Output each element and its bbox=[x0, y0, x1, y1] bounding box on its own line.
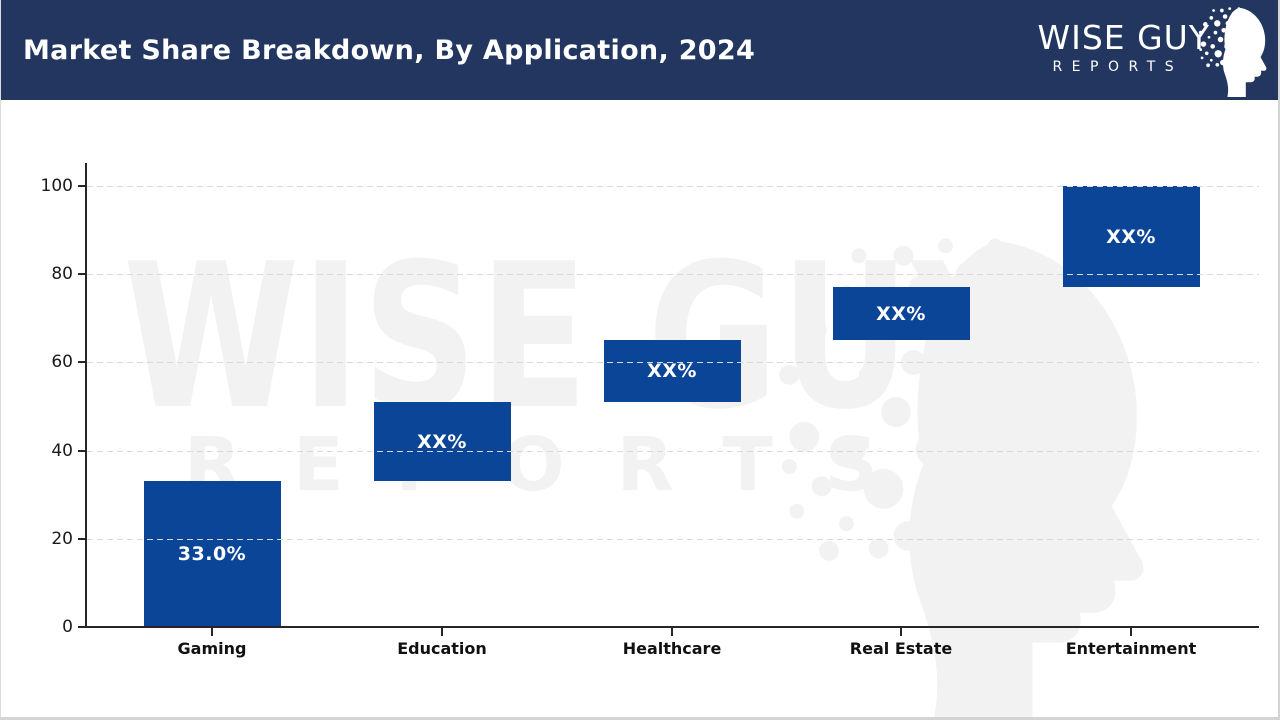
gridline-80 bbox=[87, 274, 1259, 276]
x-axis-label-healthcare: Healthcare bbox=[622, 639, 722, 658]
wise-guy-logo: WISE GUY REPORTS bbox=[1037, 18, 1210, 75]
y-tick-mark-20 bbox=[78, 537, 86, 540]
x-tick-mark-real-estate bbox=[900, 628, 902, 636]
x-axis-label-education: Education bbox=[397, 639, 487, 658]
x-axis-label-entertainment: Entertainment bbox=[1065, 639, 1197, 658]
gridline-100 bbox=[87, 186, 1259, 187]
header-bar: Market Share Breakdown, By Application, … bbox=[1, 0, 1278, 100]
y-tick-label-0: 0 bbox=[62, 617, 73, 637]
logo-wordmark: WISE GUY bbox=[1037, 18, 1210, 57]
y-tick-mark-100 bbox=[78, 185, 86, 187]
gridline-40 bbox=[87, 450, 1259, 452]
x-tick-mark-healthcare bbox=[671, 628, 673, 636]
bar-gaming: 33.0% bbox=[143, 481, 281, 627]
x-axis-label-gaming: Gaming bbox=[177, 639, 247, 658]
y-tick-mark-80 bbox=[78, 273, 86, 276]
y-tick-label-40: 40 bbox=[51, 440, 73, 461]
x-tick-mark-education bbox=[441, 628, 443, 636]
y-axis-line bbox=[85, 163, 87, 628]
bar-real-estate: XX% bbox=[832, 287, 970, 341]
x-tick-mark-gaming bbox=[211, 628, 213, 636]
bar-value-label-education: XX% bbox=[417, 430, 467, 453]
x-axis-line bbox=[85, 626, 1259, 628]
y-tick-label-60: 60 bbox=[51, 352, 73, 373]
bar-healthcare: XX% bbox=[603, 340, 741, 403]
page-title: Market Share Breakdown, By Application, … bbox=[23, 34, 756, 66]
bar-value-label-gaming: 33.0% bbox=[177, 543, 247, 566]
y-tick-label-80: 80 bbox=[51, 264, 73, 285]
y-tick-mark-40 bbox=[78, 449, 86, 452]
x-axis-label-real-estate: Real Estate bbox=[849, 639, 953, 658]
gridline-60 bbox=[87, 362, 1259, 364]
bar-value-label-real-estate: XX% bbox=[876, 302, 926, 325]
y-tick-mark-0 bbox=[78, 626, 86, 628]
watermark-subtext: REPORTS bbox=[184, 422, 931, 508]
y-tick-label-100: 100 bbox=[40, 176, 73, 196]
x-tick-mark-entertainment bbox=[1130, 628, 1132, 636]
logo-subtext: REPORTS bbox=[1052, 58, 1184, 75]
logo-face-icon bbox=[1198, 7, 1267, 97]
bar-value-label-healthcare: XX% bbox=[647, 360, 697, 383]
y-tick-mark-60 bbox=[78, 361, 86, 364]
bar-education: XX% bbox=[373, 402, 511, 482]
y-tick-label-20: 20 bbox=[51, 528, 73, 549]
bar-entertainment: XX% bbox=[1062, 186, 1200, 288]
bar-value-label-entertainment: XX% bbox=[1106, 225, 1156, 248]
gridline-20 bbox=[87, 538, 1259, 540]
